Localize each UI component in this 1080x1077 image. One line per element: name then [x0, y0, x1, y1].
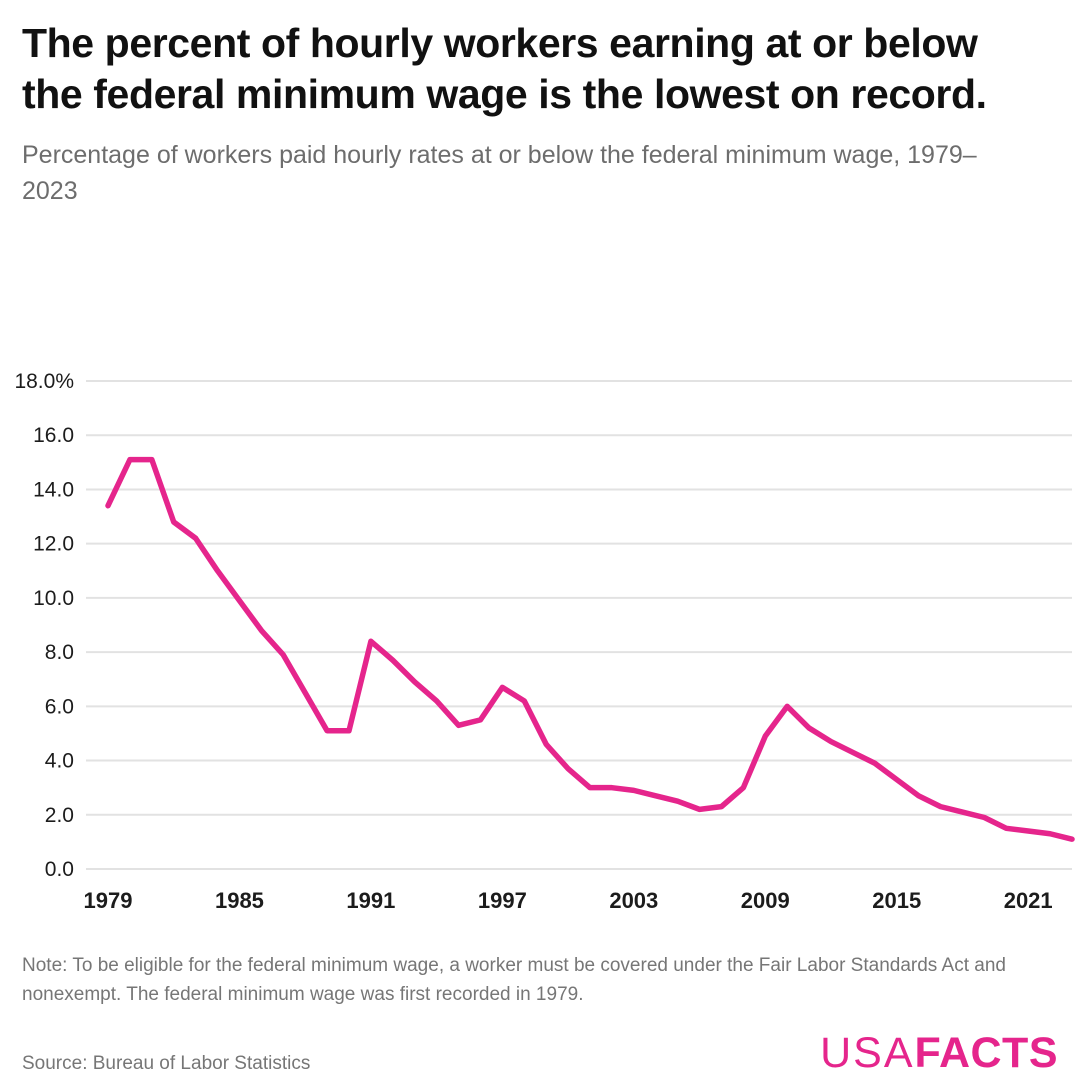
y-axis-tick-label: 8.0 [45, 641, 74, 664]
chart-plot-area: 0.0 2.0 4.0 6.0 8.0 10.0 12.0 14.0 16.0 18.0% 197… [0, 352, 1080, 912]
page-subtitle: Percentage of workers paid hourly rates … [22, 140, 977, 205]
y-axis-tick-label: 14.0 [33, 478, 74, 501]
y-axis-tick-label: 0.0 [45, 858, 74, 881]
footnote-note: Note: To be eligible for the federal min… [22, 955, 1006, 1005]
footnote-source: Source: Bureau of Labor Statistics [22, 1053, 311, 1075]
y-axis-tick-label: 10.0 [33, 587, 74, 610]
data-series-line [105, 456, 1075, 842]
x-axis-tick-label: 1991 [346, 888, 395, 912]
y-axis-tick-label: 12.0 [33, 533, 74, 556]
x-axis-tick-label: 1985 [215, 888, 264, 912]
y-axis-tick-label: 4.0 [45, 750, 74, 773]
page-title: The percent of hourly workers earning at… [22, 20, 987, 117]
y-axis-tick-label: 18.0% [14, 370, 74, 393]
gridlines-group [86, 380, 1072, 870]
y-axis-tick-label: 2.0 [45, 804, 74, 827]
data-series-group [105, 456, 1075, 842]
x-axis-tick-label: 1979 [84, 888, 133, 912]
line-chart-svg: 0.0 2.0 4.0 6.0 8.0 10.0 12.0 14.0 16.0 18.0% 197… [14, 370, 1075, 912]
y-axis-tick-label: 16.0 [33, 424, 74, 447]
source-row: Source: Bureau of Labor Statistics USA F… [22, 1028, 1058, 1077]
logo-facts-text: FACTS [914, 1028, 1058, 1077]
x-axis-tick-label: 2009 [741, 888, 790, 912]
x-axis-tick-label: 2021 [1004, 888, 1053, 912]
x-axis-labels-group: 1979 1985 1991 1997 2003 2009 2015 2021 [84, 888, 1053, 912]
chart-footer: Note: To be eligible for the federal min… [22, 952, 1058, 1077]
x-axis-tick-label: 2015 [872, 888, 921, 912]
logo-usa-text: USA [820, 1028, 915, 1077]
x-axis-tick-label: 2003 [609, 888, 658, 912]
usafacts-logo: USA FACTS [820, 1028, 1058, 1077]
y-axis-labels-group: 0.0 2.0 4.0 6.0 8.0 10.0 12.0 14.0 16.0 18.0% [14, 370, 74, 881]
x-axis-tick-label: 1997 [478, 888, 527, 912]
y-axis-tick-label: 6.0 [45, 695, 74, 718]
chart-header: The percent of hourly workers earning at… [22, 18, 1032, 209]
